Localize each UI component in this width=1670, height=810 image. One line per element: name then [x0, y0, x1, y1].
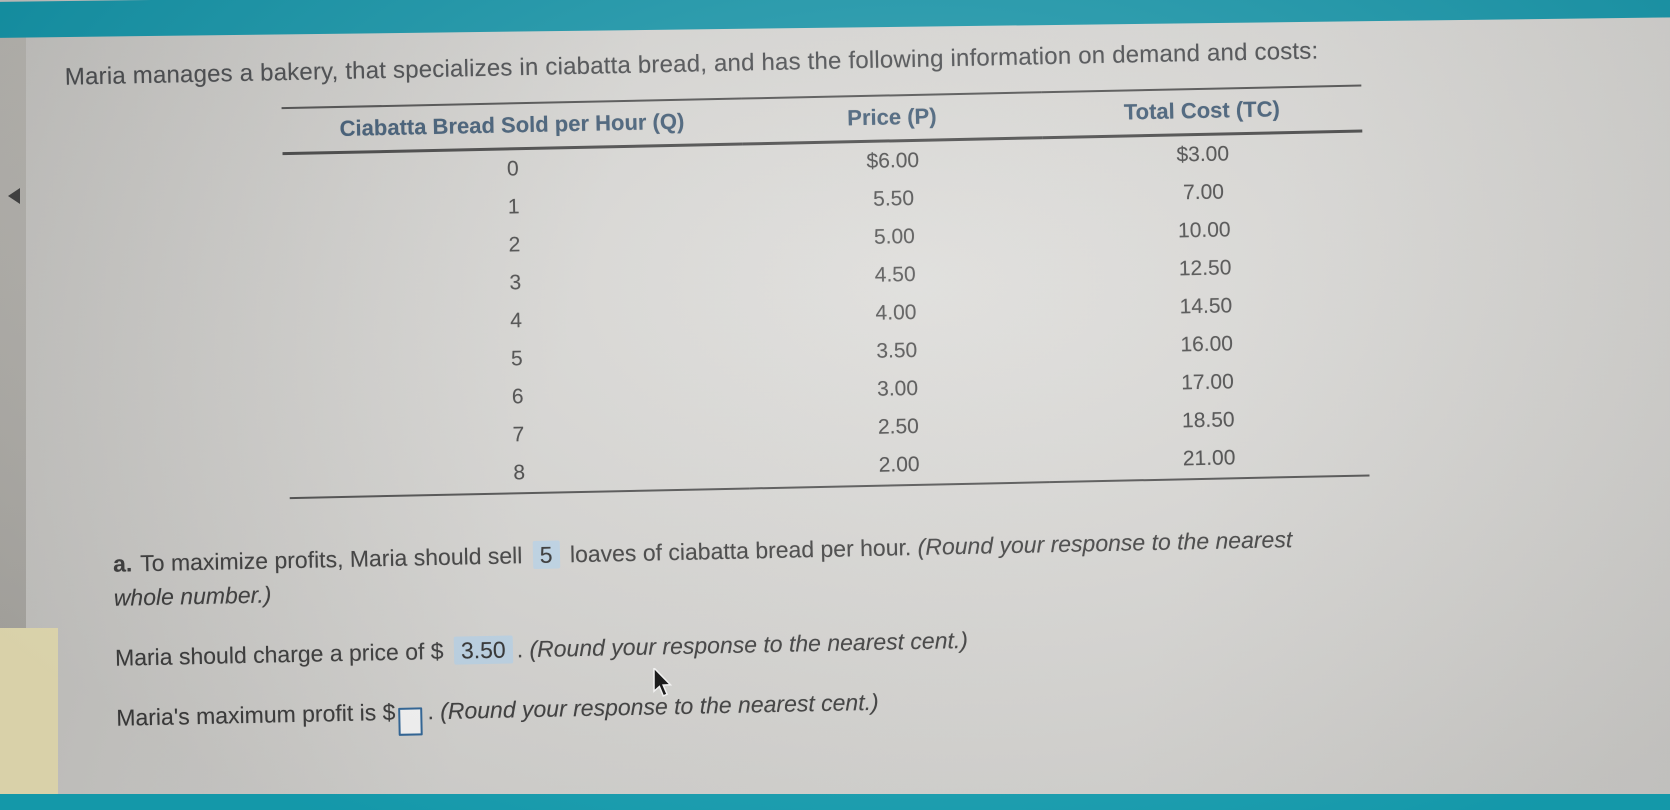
quantity-answer[interactable]: 5	[532, 540, 560, 570]
profit-question: Maria's maximum profit is $. (Round your…	[44, 670, 1565, 742]
price-cell: 3.50	[876, 338, 918, 363]
price-question: Maria should charge a price of $ 3.50. (…	[43, 610, 1563, 676]
question-a: a. To maximize profits, Maria should sell…	[41, 516, 1562, 616]
price-header: Price (P)	[741, 92, 1043, 145]
price-cell: 4.00	[875, 300, 917, 325]
quantity-cell: 8	[513, 461, 526, 485]
question-a-text-after: loaves of ciabatta bread per hour.	[569, 534, 912, 568]
price-cell: $6.00	[866, 148, 920, 173]
price-cell: 2.50	[877, 414, 920, 439]
bottom-teal-bar	[0, 794, 1670, 810]
total-cost-header: Total Cost (TC)	[1041, 85, 1363, 138]
question-a-hint-line1: (Round your response to the nearest	[917, 526, 1293, 560]
price-text-before: Maria should charge a price of $	[114, 637, 444, 671]
page-content: Maria manages a bakery, that specializes…	[30, 5, 1564, 743]
demand-cost-table: Ciabatta Bread Sold per Hour (Q) Price (…	[281, 84, 1370, 500]
price-cell: 5.00	[873, 224, 916, 249]
profit-hint: (Round your response to the nearest cent…	[439, 688, 879, 724]
price-hint: (Round your response to the nearest cent…	[529, 626, 969, 663]
profit-text-after: .	[427, 698, 435, 725]
price-answer[interactable]: 3.50	[453, 635, 513, 665]
profit-text-before: Maria's maximum profit is $	[116, 698, 396, 731]
price-cell: 4.50	[874, 262, 916, 287]
price-cell: 2.00	[878, 452, 920, 477]
collapse-left-arrow-icon	[8, 188, 20, 204]
question-a-label: a.	[112, 550, 133, 577]
price-cell: 5.50	[872, 186, 915, 211]
price-cell: 3.00	[876, 376, 919, 401]
question-a-text-before: To maximize profits, Maria should sell	[139, 542, 523, 577]
total-cost-cell: 10.00	[1177, 218, 1231, 243]
total-cost-cell: 21.00	[1182, 446, 1236, 471]
beige-corner-patch	[0, 628, 58, 796]
total-cost-cell: $3.00	[1176, 142, 1230, 167]
profit-input[interactable]	[398, 706, 423, 736]
price-text-after: .	[516, 636, 524, 663]
